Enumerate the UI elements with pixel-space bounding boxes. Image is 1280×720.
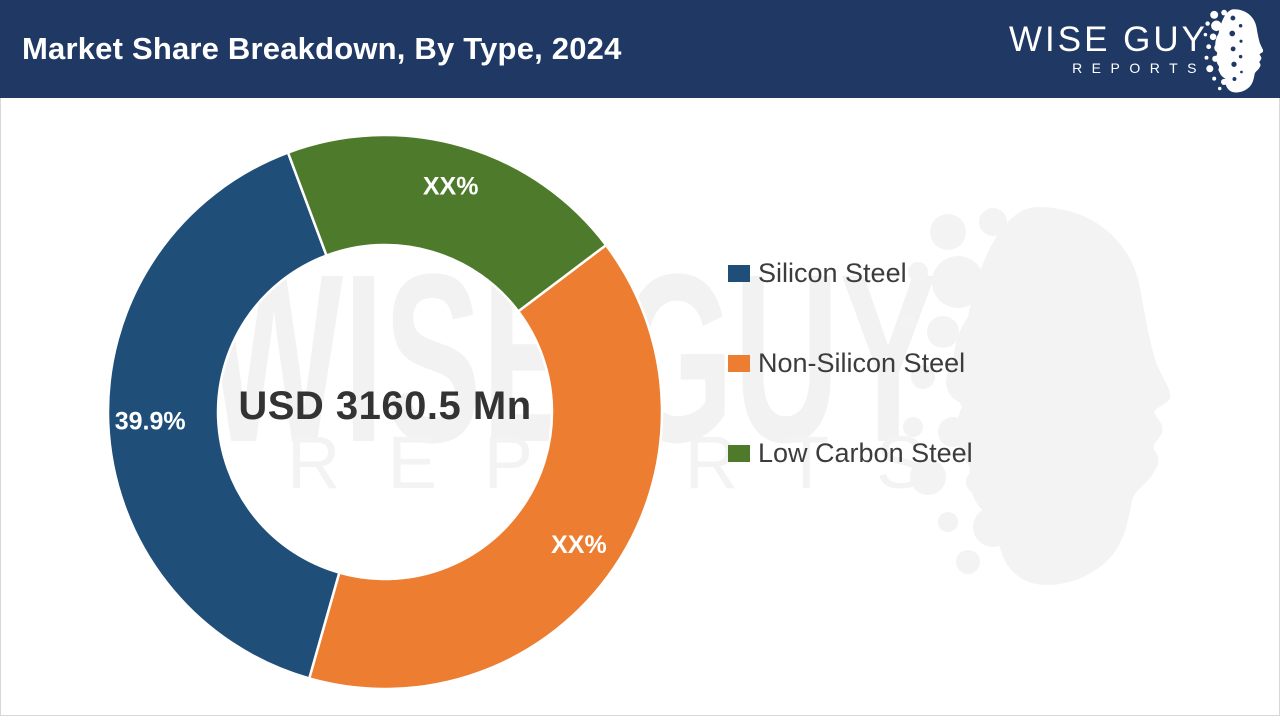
legend-swatch xyxy=(728,355,750,372)
legend-label: Non-Silicon Steel xyxy=(758,348,966,378)
brand-logo: WISE GUY REPORTS xyxy=(1008,20,1208,77)
pie-segment-silicon-steel xyxy=(106,150,341,681)
watermark-head-icon xyxy=(900,207,1171,585)
pie-segment-non-silicon-steel xyxy=(307,243,664,691)
legend-label: Silicon Steel xyxy=(758,258,907,288)
legend-item-low-carbon-steel: Low Carbon Steel xyxy=(728,438,973,469)
legend-label: Low Carbon Steel xyxy=(758,438,973,468)
header-bar: Market Share Breakdown, By Type, 2024 WI… xyxy=(0,0,1280,98)
segment-value-label: XX% xyxy=(423,172,479,200)
segment-value-label: 39.9% xyxy=(115,408,186,436)
pie-segment-low-carbon-steel xyxy=(286,133,608,314)
brand-logo-subtext: REPORTS xyxy=(1072,60,1206,76)
chart-center-value: USD 3160.5 Mn xyxy=(238,384,532,428)
brand-head-icon xyxy=(1203,9,1264,93)
legend-item-non-silicon-steel: Non-Silicon Steel xyxy=(728,348,965,379)
legend-swatch xyxy=(728,445,750,462)
legend-item-silicon-steel: Silicon Steel xyxy=(728,258,907,289)
brand-logo-text: WISE GUY xyxy=(1008,20,1208,59)
legend-swatch xyxy=(728,265,750,282)
segment-value-label: XX% xyxy=(551,531,607,559)
page-title: Market Share Breakdown, By Type, 2024 xyxy=(22,31,622,66)
